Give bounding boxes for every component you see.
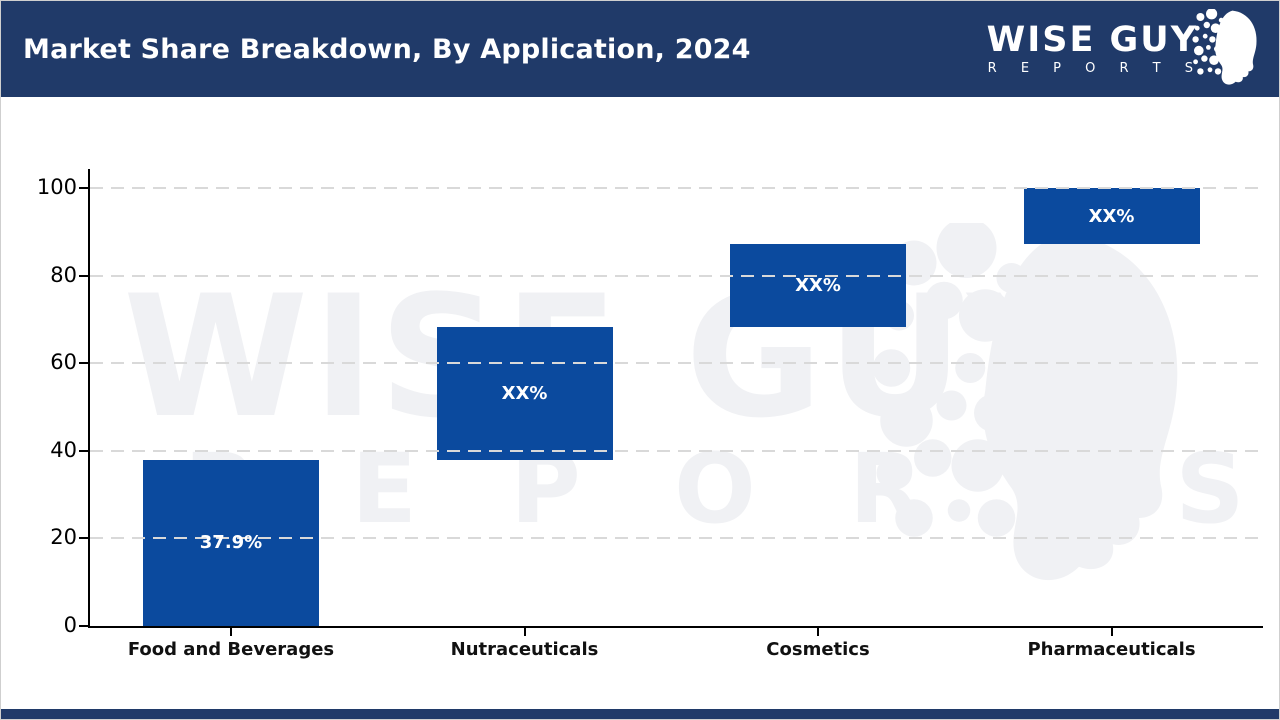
- y-tick-label-80: 80: [50, 262, 77, 287]
- y-axis-line: [88, 169, 90, 628]
- x-tickmark-cosmetics: [817, 628, 819, 636]
- y-tick-label-20: 20: [50, 525, 77, 550]
- y-tickmark-0: [79, 625, 88, 627]
- x-category-label-pharmaceuticals: Pharmaceuticals: [1027, 639, 1196, 660]
- gridline-100: [90, 187, 1263, 189]
- bar-value-label-cosmetics: XX%: [795, 274, 841, 296]
- bar-nutraceuticals: [436, 326, 613, 460]
- bar-pharmaceuticals: [1023, 188, 1200, 245]
- y-tickmark-100: [79, 187, 88, 189]
- x-tickmark-pharmaceuticals: [1110, 628, 1113, 636]
- x-category-label-food-and-beverages: Food and Beverages: [127, 639, 335, 660]
- brand-logo-name: WISE GUY: [986, 20, 1199, 61]
- brand-logo-face-icon: [1192, 9, 1257, 85]
- bar-value-label-pharmaceuticals: XX%: [1088, 205, 1135, 227]
- bar-food-and-beverages: [143, 459, 319, 626]
- header-band: Market Share Breakdown, By Application, …: [1, 1, 1279, 97]
- page-title: Market Share Breakdown, By Application, …: [23, 33, 751, 65]
- x-category-label-nutraceuticals: Nutraceuticals: [450, 639, 599, 660]
- x-axis-line: [88, 626, 1263, 628]
- brand-logo-subtitle: R E P O R T S: [987, 60, 1203, 76]
- x-category-label-cosmetics: Cosmetics: [766, 639, 870, 660]
- bar-value-label-nutraceuticals: XX%: [501, 382, 548, 404]
- gridline-80: [90, 274, 1263, 277]
- y-tickmark-60: [79, 362, 88, 365]
- gridline-40: [90, 449, 1263, 452]
- y-tick-label-40: 40: [50, 437, 77, 462]
- bar-value-label-food-and-beverages: 37.9%: [199, 532, 263, 554]
- y-tick-label-60: 60: [50, 350, 77, 375]
- y-tickmark-40: [79, 449, 88, 452]
- y-tick-label-100: 100: [36, 175, 77, 199]
- y-tickmark-20: [79, 537, 88, 540]
- gridline-60: [90, 362, 1263, 365]
- gridline-20: [90, 537, 1263, 540]
- bar-cosmetics: [730, 244, 906, 327]
- x-tickmark-food-and-beverages: [230, 628, 232, 636]
- brand-logo: WISE GUY R E P O R T S: [982, 9, 1279, 89]
- brand-logo-text: WISE GUY R E P O R T S: [982, 22, 1203, 76]
- x-tickmark-nutraceuticals: [523, 628, 526, 636]
- y-tick-label-0: 0: [63, 613, 77, 637]
- footer-band: [1, 709, 1279, 719]
- watermark-face-graphic: [872, 223, 1178, 581]
- y-tickmark-80: [79, 274, 88, 277]
